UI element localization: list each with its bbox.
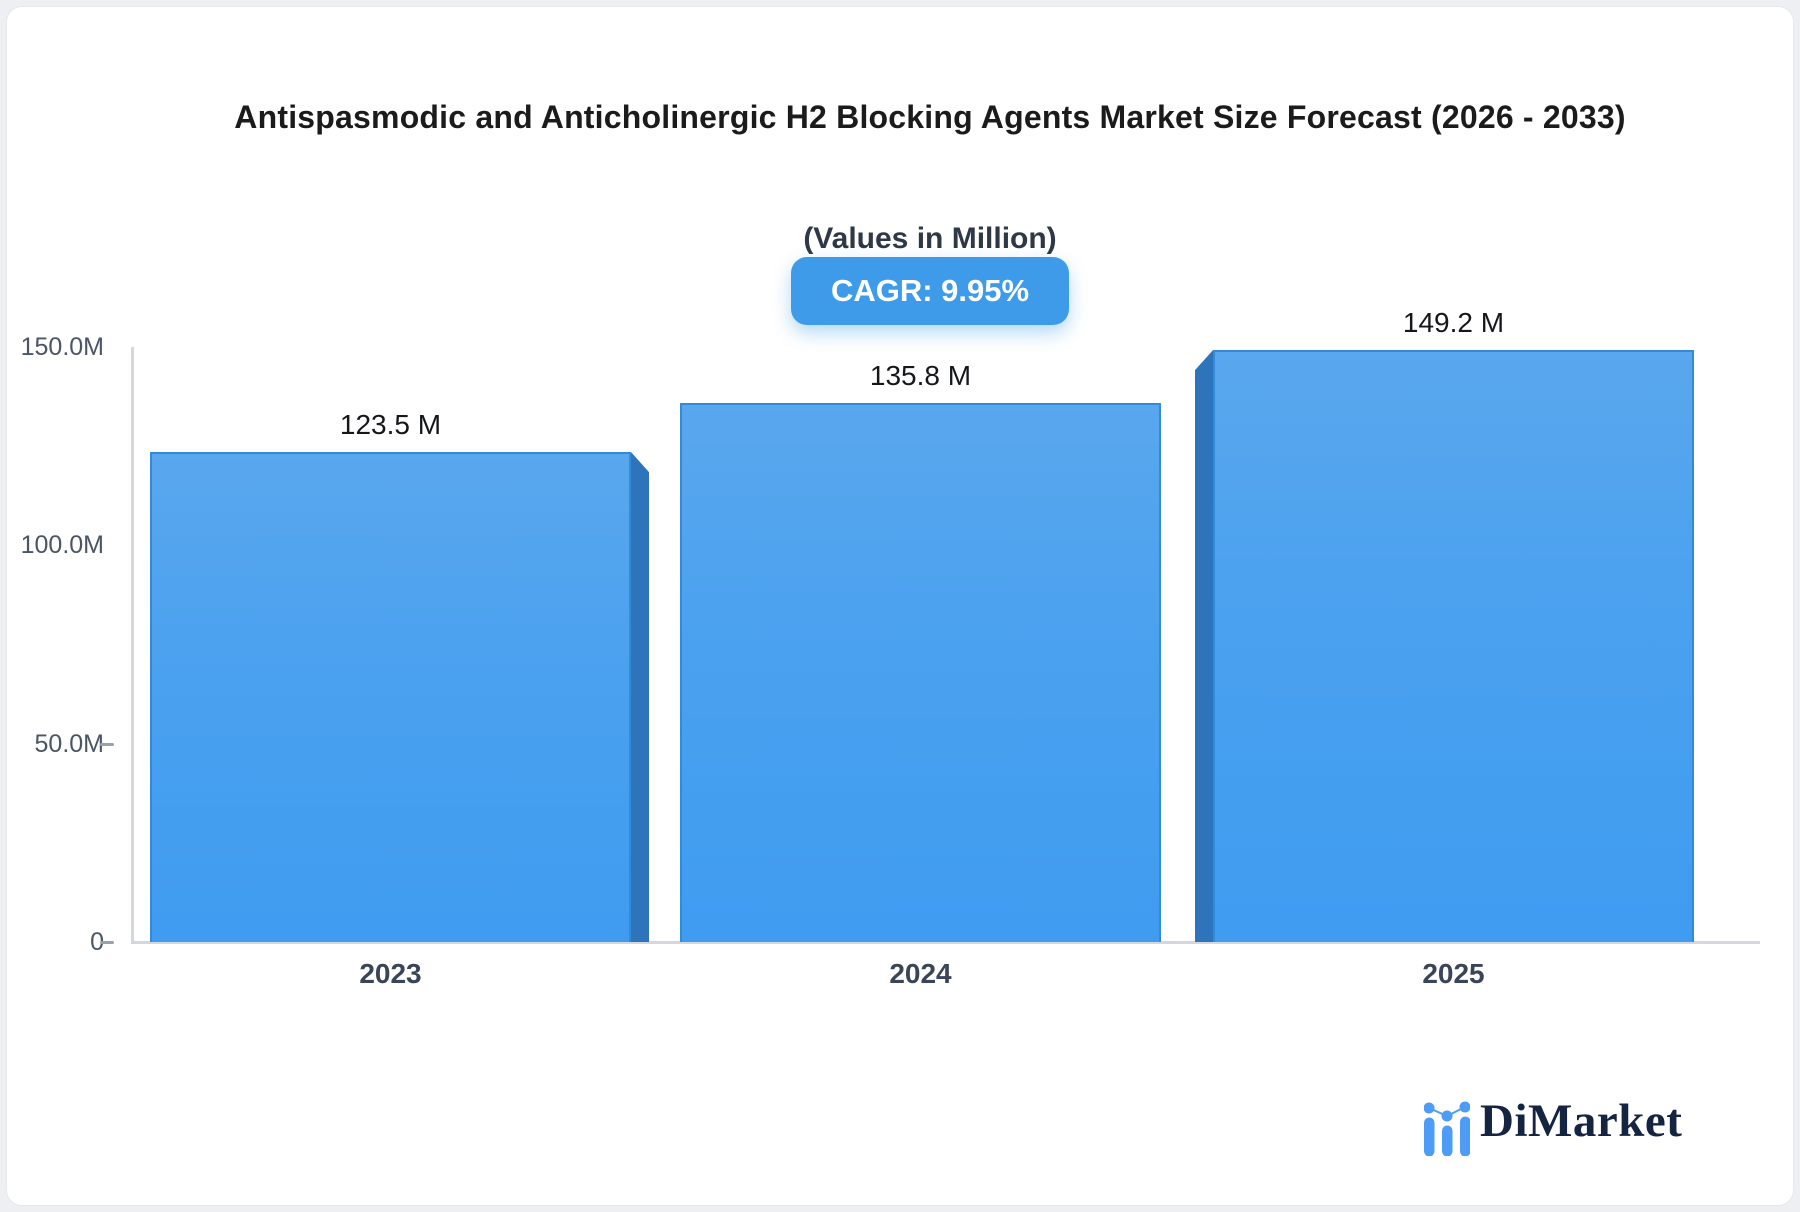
bar-chart-logo-icon (1424, 1101, 1470, 1156)
y-axis-tick-label: 150.0M (20, 333, 104, 361)
brand-logo: DiMarket (1424, 1094, 1754, 1164)
bar-value-label: 123.5 M (339, 409, 442, 441)
bar-side-panel (1195, 350, 1213, 942)
chart-subtitle: (Values in Million) (803, 222, 1057, 255)
y-axis-tick-dash (100, 941, 114, 944)
y-axis-tick-dash (100, 742, 114, 746)
bar-side-panel (631, 452, 649, 942)
bar-2025 (1213, 350, 1694, 942)
bar-2024 (680, 403, 1161, 942)
y-axis-line (131, 347, 134, 941)
y-axis-tick-label: 0 (90, 928, 104, 956)
x-axis-label: 2024 (889, 958, 952, 989)
bar-value-label: 149.2 M (1402, 307, 1505, 339)
x-axis-label: 2023 (359, 958, 422, 989)
cagr-badge: CAGR: 9.95% (790, 257, 1070, 325)
y-axis-tick-label: 50.0M (34, 729, 104, 758)
y-axis-tick-label: 100.0M (20, 531, 104, 560)
brand-name: DiMarket (1480, 1095, 1683, 1147)
bar-2023 (150, 452, 631, 942)
x-axis-label: 2025 (1422, 958, 1485, 989)
chart-title: Antispasmodic and Anticholinergic H2 Blo… (234, 99, 1626, 135)
x-axis-line (131, 941, 1760, 944)
bar-value-label: 135.8 M (869, 360, 972, 392)
badge-row: CAGR: 9.95% (110, 257, 1750, 325)
